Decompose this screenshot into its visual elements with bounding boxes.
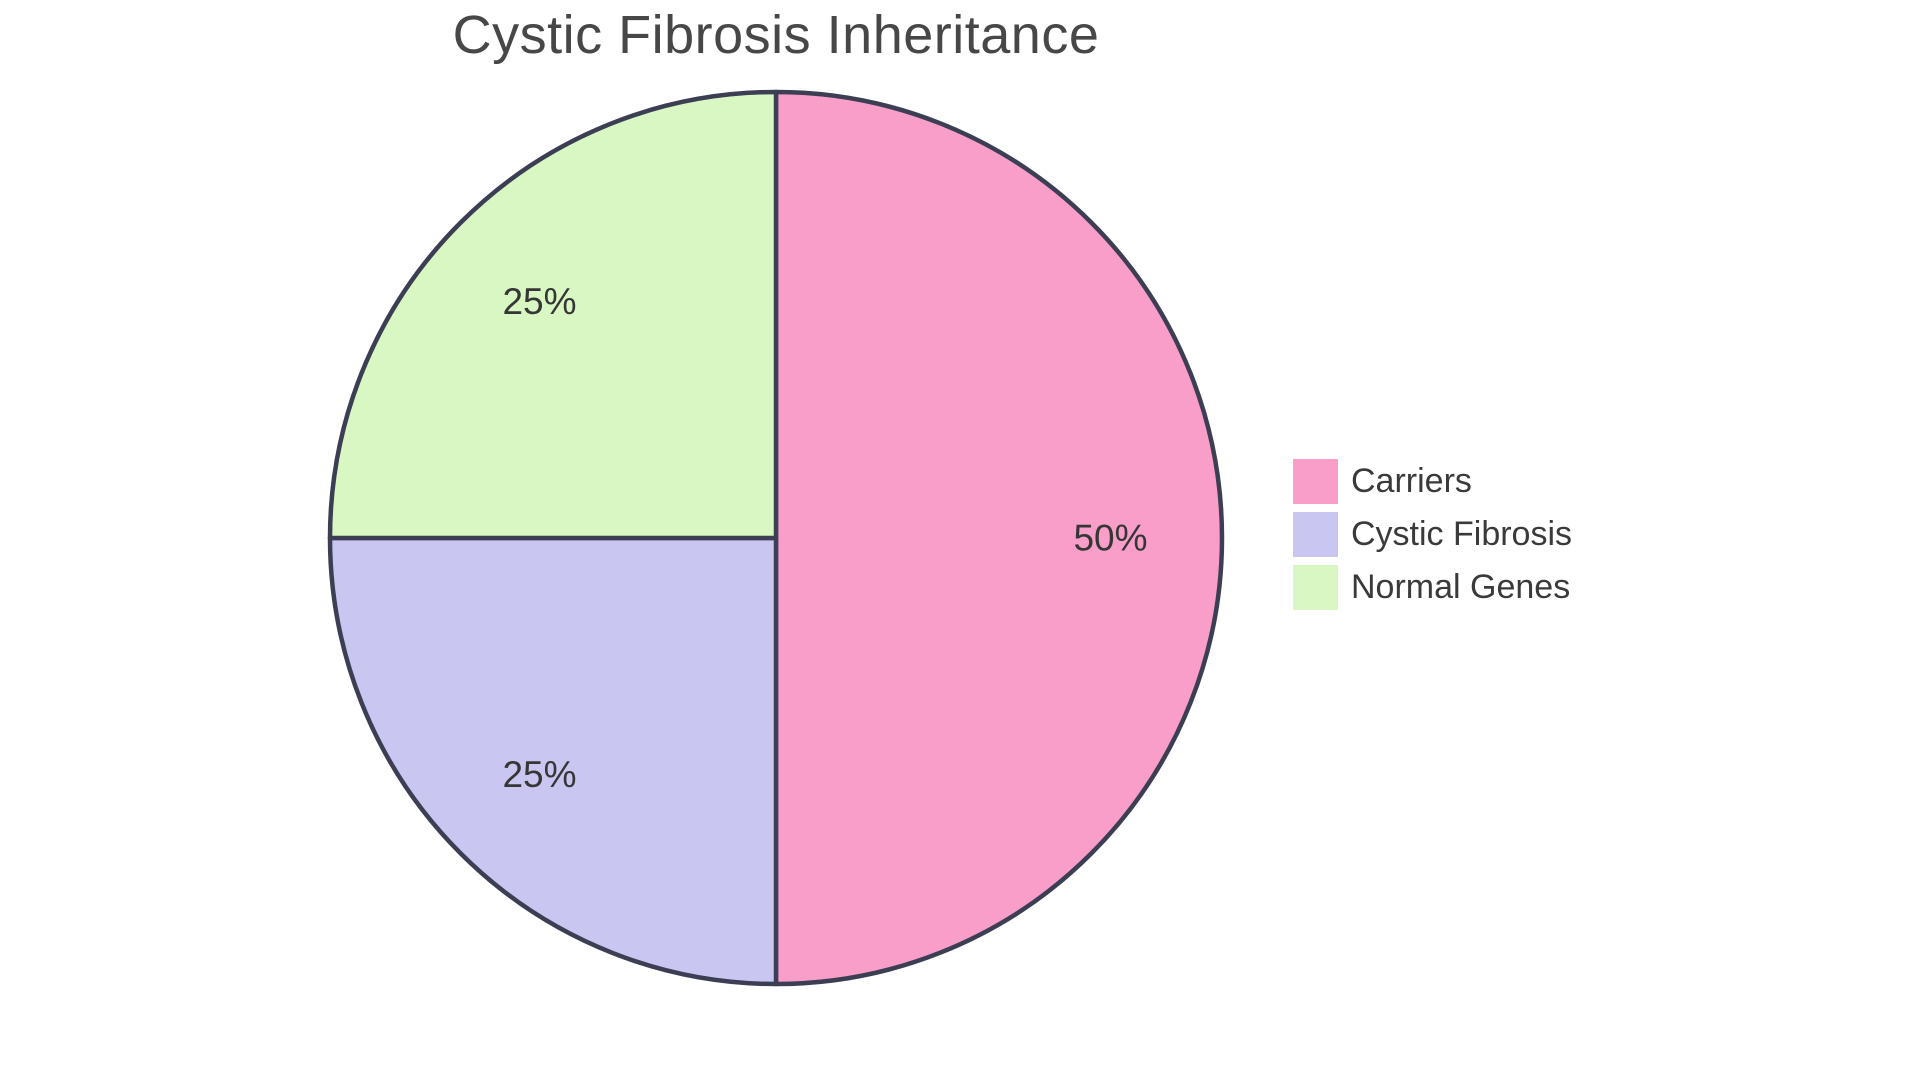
legend-label-cystic-fibrosis: Cystic Fibrosis — [1351, 515, 1573, 553]
slice-label-cystic-fibrosis: 25% — [502, 754, 576, 795]
legend-swatch-cystic-fibrosis — [1293, 512, 1338, 557]
pie-slice-cystic-fibrosis — [327, 535, 779, 987]
legend-item-cystic-fibrosis: Cystic Fibrosis — [1293, 512, 1572, 557]
slice-label-normal-genes: 25% — [502, 281, 576, 322]
pie-slice-normal-genes — [327, 89, 779, 541]
legend: Carriers Cystic Fibrosis Normal Genes — [1293, 459, 1572, 610]
legend-swatch-normal-genes — [1293, 565, 1338, 610]
legend-swatch-carriers — [1293, 459, 1338, 504]
legend-label-normal-genes: Normal Genes — [1351, 568, 1571, 606]
legend-item-normal-genes: Normal Genes — [1293, 565, 1572, 610]
chart-title: Cystic Fibrosis Inheritance — [452, 5, 1100, 65]
legend-item-carriers: Carriers — [1293, 459, 1572, 504]
slice-label-carriers: 50% — [1073, 518, 1147, 559]
pie-slice-carriers — [773, 89, 1225, 987]
legend-label-carriers: Carriers — [1351, 462, 1472, 500]
